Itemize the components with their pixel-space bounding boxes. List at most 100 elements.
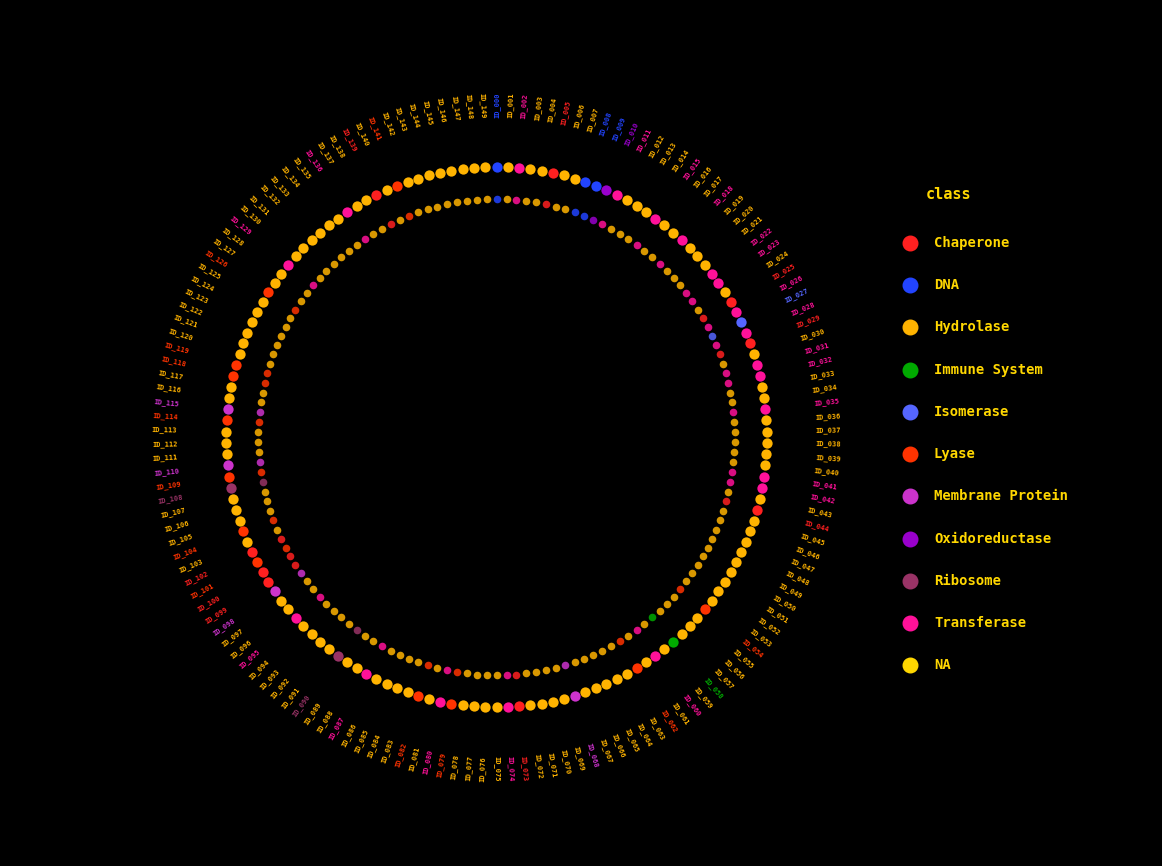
Point	[537, 197, 555, 211]
Point	[593, 643, 611, 657]
Point	[418, 658, 437, 672]
Text: Immune System: Immune System	[934, 363, 1042, 377]
Text: ID_112: ID_112	[152, 441, 178, 448]
Text: ID_140: ID_140	[353, 121, 370, 147]
Point	[901, 405, 919, 419]
Text: ID_028: ID_028	[789, 301, 816, 317]
Point	[665, 590, 683, 604]
Point	[627, 623, 646, 637]
Point	[217, 447, 236, 461]
Point	[576, 686, 595, 700]
Text: ID_003: ID_003	[533, 94, 543, 121]
Text: ID_101: ID_101	[189, 582, 215, 600]
Text: ID_088: ID_088	[315, 708, 335, 734]
Point	[664, 226, 682, 240]
Point	[227, 358, 245, 372]
Point	[521, 698, 539, 712]
Point	[554, 169, 573, 183]
Point	[756, 402, 775, 416]
Point	[754, 469, 773, 483]
Point	[253, 385, 272, 399]
Point	[218, 402, 237, 416]
Point	[243, 546, 261, 559]
Point	[272, 329, 290, 343]
Point	[753, 379, 772, 393]
Point	[507, 668, 525, 682]
Point	[251, 456, 270, 469]
Point	[706, 522, 725, 536]
Point	[651, 256, 669, 270]
Text: ID_082: ID_082	[394, 742, 408, 768]
Point	[428, 200, 446, 214]
Point	[294, 242, 313, 255]
Text: Transferase: Transferase	[934, 616, 1026, 630]
Text: ID_044: ID_044	[803, 520, 830, 533]
Point	[243, 315, 261, 329]
Point	[331, 611, 350, 624]
Point	[627, 662, 646, 675]
Point	[703, 329, 722, 343]
Text: ID_134: ID_134	[280, 165, 301, 189]
Point	[347, 237, 366, 251]
Point	[619, 629, 638, 643]
Text: ID_012: ID_012	[647, 133, 666, 159]
Point	[447, 196, 466, 210]
Text: ID_089: ID_089	[303, 701, 323, 727]
Text: ID_095: ID_095	[238, 649, 261, 670]
Text: ID_078: ID_078	[450, 753, 460, 779]
Point	[643, 250, 661, 264]
Text: ID_005: ID_005	[560, 100, 572, 126]
Text: ID_032: ID_032	[806, 355, 833, 368]
Point	[339, 243, 358, 257]
Text: ID_062: ID_062	[659, 708, 679, 734]
Point	[901, 363, 919, 377]
Text: ID_019: ID_019	[723, 194, 745, 216]
Text: ID_002: ID_002	[519, 94, 529, 120]
Point	[680, 242, 698, 255]
Point	[751, 369, 769, 383]
Point	[260, 504, 279, 518]
Text: ID_025: ID_025	[772, 262, 797, 281]
Text: ID_008: ID_008	[598, 111, 614, 137]
Point	[726, 305, 745, 319]
Point	[447, 665, 466, 679]
Point	[554, 692, 573, 706]
Point	[610, 227, 629, 241]
Point	[680, 619, 698, 633]
Text: ID_030: ID_030	[799, 327, 825, 342]
Text: ID_111: ID_111	[152, 454, 178, 462]
Point	[465, 700, 483, 714]
Point	[610, 634, 629, 648]
Text: ID_110: ID_110	[153, 467, 179, 476]
Point	[901, 616, 919, 630]
Text: ID_075: ID_075	[493, 756, 500, 782]
Text: ID_123: ID_123	[184, 288, 209, 305]
Text: ID_084: ID_084	[366, 733, 382, 759]
Point	[238, 535, 257, 549]
Point	[220, 391, 238, 404]
Point	[476, 160, 495, 174]
Point	[901, 236, 919, 250]
Text: ID_010: ID_010	[623, 121, 640, 147]
Point	[224, 492, 243, 506]
Point	[320, 642, 338, 656]
Text: ID_023: ID_023	[756, 237, 782, 258]
Point	[227, 503, 245, 517]
Point	[388, 179, 407, 193]
Point	[258, 494, 277, 508]
Text: ID_118: ID_118	[160, 355, 187, 368]
Text: ID_021: ID_021	[740, 215, 765, 236]
Point	[487, 669, 505, 682]
Point	[357, 193, 375, 207]
Point	[256, 376, 274, 390]
Text: ID_081: ID_081	[408, 746, 421, 772]
Text: ID_050: ID_050	[772, 594, 797, 612]
Point	[901, 574, 919, 588]
Text: ID_052: ID_052	[756, 617, 782, 637]
Point	[356, 232, 374, 246]
Point	[724, 456, 743, 469]
Point	[458, 194, 476, 208]
Text: ID_097: ID_097	[220, 628, 244, 649]
Point	[566, 171, 584, 185]
Text: ID_000: ID_000	[493, 93, 500, 118]
